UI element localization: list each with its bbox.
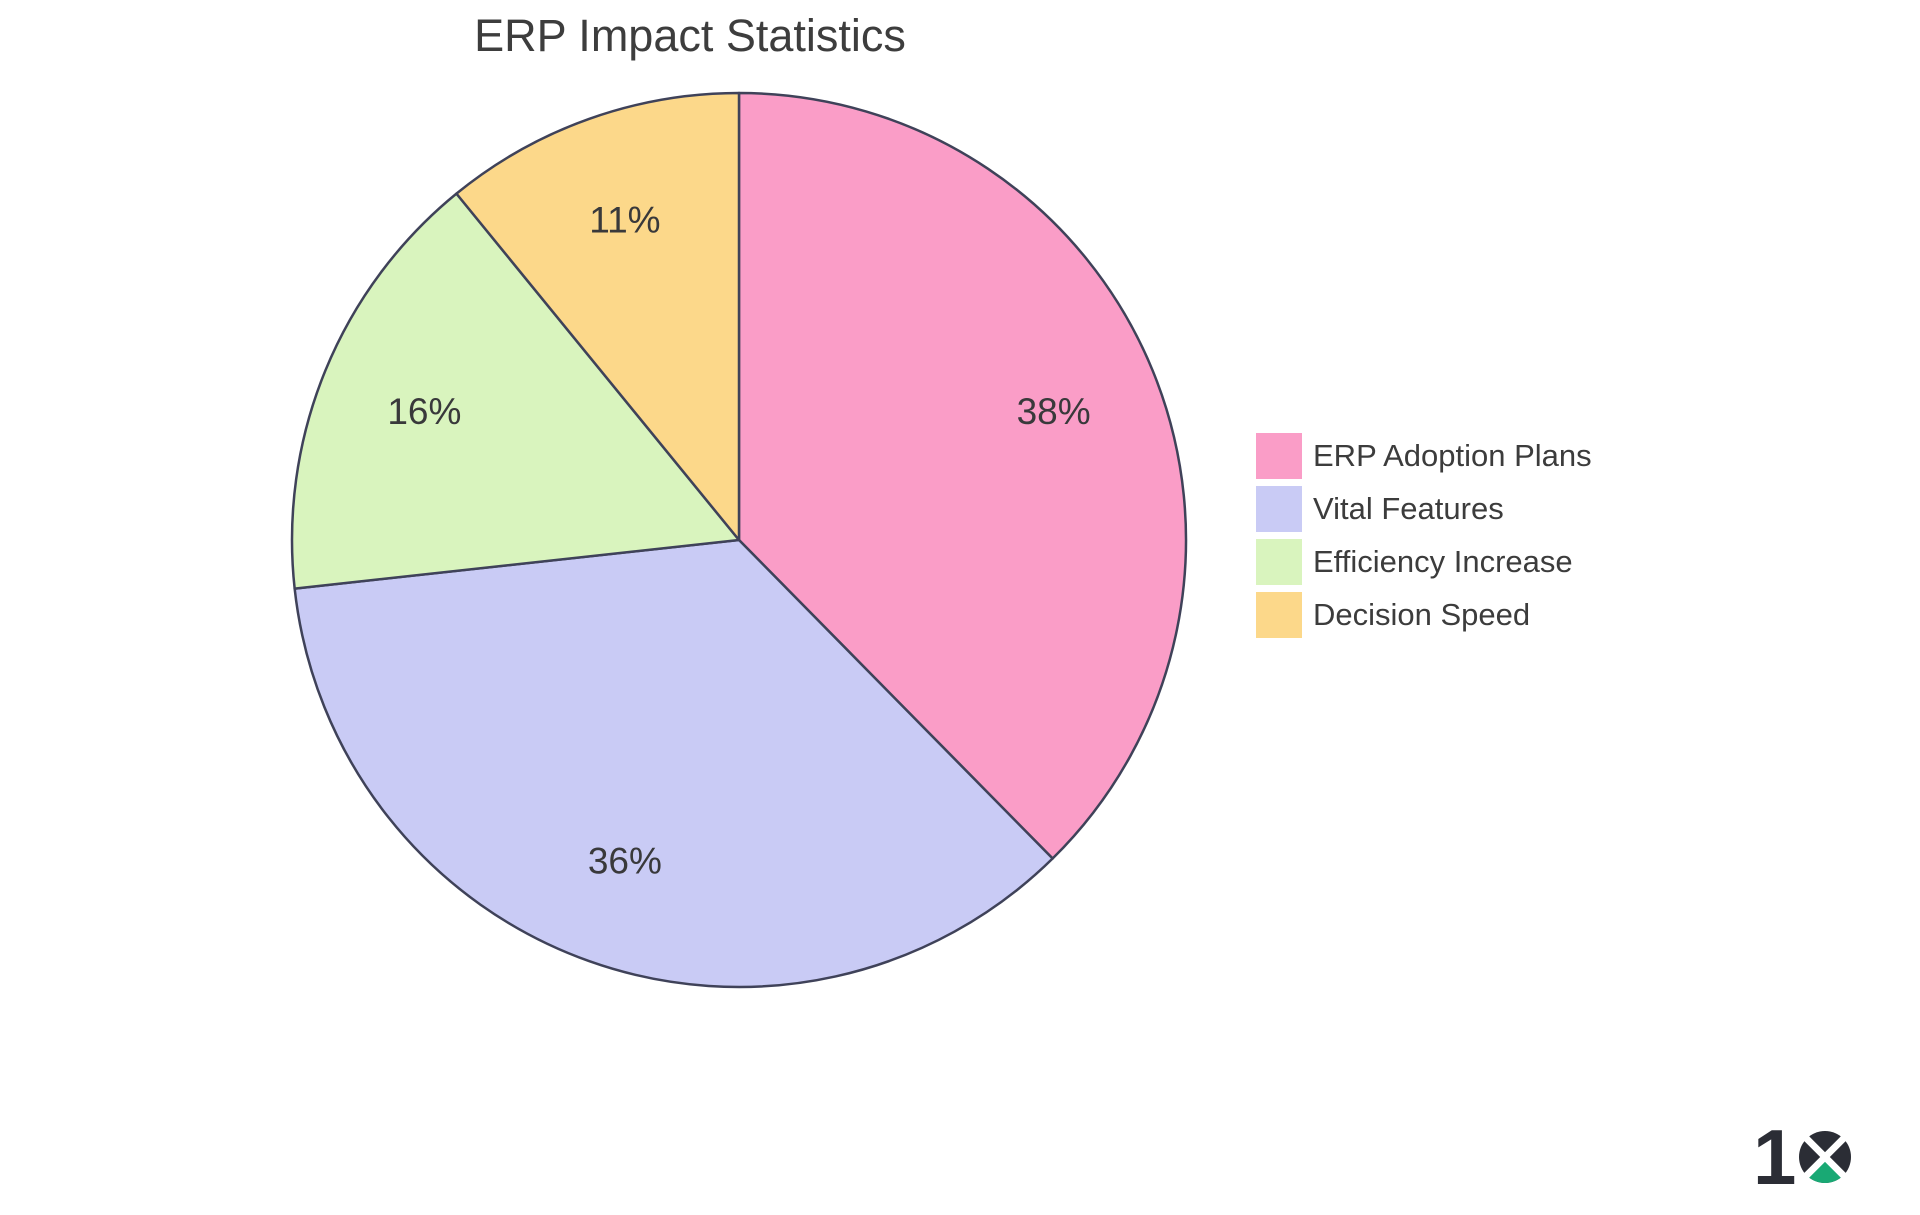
pie-slice-percent-label: 16% [387, 391, 461, 432]
pie-slice-0 [737, 91, 1188, 860]
legend-label: ERP Adoption Plans [1313, 438, 1592, 473]
legend-item-decision-speed: Decision Speed [1256, 592, 1592, 638]
chart-title: ERP Impact Statistics [474, 10, 906, 61]
pie-slice-3 [455, 91, 741, 542]
pie-slice-1 [293, 538, 1054, 989]
brand-logo: 1 [1753, 1113, 1852, 1201]
legend-swatch-icon [1256, 592, 1302, 638]
pie-slice-2 [290, 192, 741, 590]
legend: ERP Adoption Plans Vital Features Effici… [1256, 433, 1592, 638]
pie-slice-percent-label: 36% [588, 840, 662, 881]
legend-label: Efficiency Increase [1313, 544, 1573, 579]
legend-label: Decision Speed [1313, 597, 1531, 632]
legend-label: Vital Features [1313, 491, 1504, 526]
legend-item-vital-features: Vital Features [1256, 486, 1592, 532]
legend-swatch-icon [1256, 486, 1302, 532]
pie-slice-percent-label: 38% [1017, 391, 1091, 432]
logo-x-circle-icon [1798, 1130, 1852, 1184]
legend-swatch-icon [1256, 433, 1302, 479]
legend-swatch-icon [1256, 539, 1302, 585]
pie-slice-percent-label: 11% [589, 200, 660, 241]
logo-digit: 1 [1753, 1113, 1797, 1201]
legend-item-efficiency-increase: Efficiency Increase [1256, 539, 1592, 585]
legend-item-erp-adoption-plans: ERP Adoption Plans [1256, 433, 1592, 479]
